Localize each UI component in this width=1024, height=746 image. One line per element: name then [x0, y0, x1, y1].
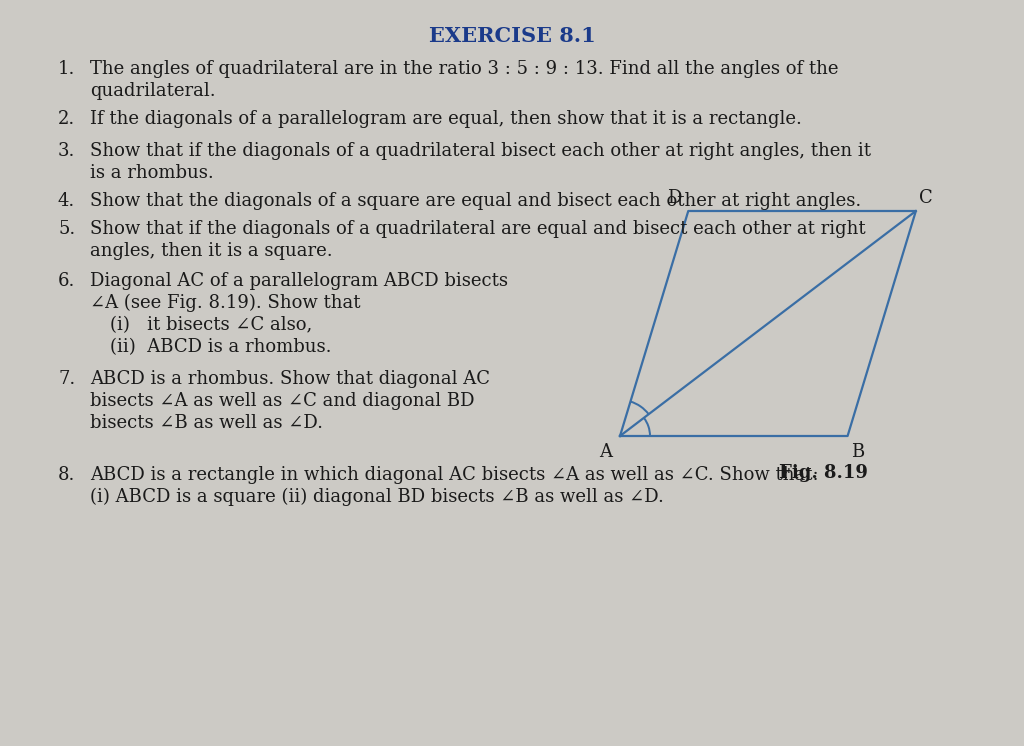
Text: C: C — [919, 189, 933, 207]
Text: A: A — [599, 443, 612, 461]
Text: quadrilateral.: quadrilateral. — [90, 82, 216, 100]
Text: (i) ABCD is a square (ii) diagonal BD bisects ∠B as well as ∠D.: (i) ABCD is a square (ii) diagonal BD bi… — [90, 488, 664, 507]
Text: (ii)  ABCD is a rhombus.: (ii) ABCD is a rhombus. — [110, 338, 332, 356]
Text: Show that if the diagonals of a quadrilateral bisect each other at right angles,: Show that if the diagonals of a quadrila… — [90, 142, 871, 160]
Text: EXERCISE 8.1: EXERCISE 8.1 — [429, 26, 595, 46]
Text: bisects ∠B as well as ∠D.: bisects ∠B as well as ∠D. — [90, 414, 323, 432]
Text: Show that the diagonals of a square are equal and bisect each other at right ang: Show that the diagonals of a square are … — [90, 192, 861, 210]
Text: bisects ∠A as well as ∠C and diagonal BD: bisects ∠A as well as ∠C and diagonal BD — [90, 392, 474, 410]
Text: ABCD is a rectangle in which diagonal AC bisects ∠A as well as ∠C. Show that:: ABCD is a rectangle in which diagonal AC… — [90, 466, 818, 484]
Text: 5.: 5. — [58, 220, 75, 238]
Text: 2.: 2. — [58, 110, 75, 128]
Text: The angles of quadrilateral are in the ratio 3 : 5 : 9 : 13. Find all the angles: The angles of quadrilateral are in the r… — [90, 60, 839, 78]
Text: B: B — [851, 443, 864, 461]
Text: 6.: 6. — [58, 272, 76, 290]
Text: ∠A (see Fig. 8.19). Show that: ∠A (see Fig. 8.19). Show that — [90, 294, 360, 313]
Text: Show that if the diagonals of a quadrilateral are equal and bisect each other at: Show that if the diagonals of a quadrila… — [90, 220, 865, 238]
Text: Diagonal AC of a parallelogram ABCD bisects: Diagonal AC of a parallelogram ABCD bise… — [90, 272, 508, 290]
Text: angles, then it is a square.: angles, then it is a square. — [90, 242, 333, 260]
Text: Fig. 8.19: Fig. 8.19 — [779, 464, 868, 482]
Text: 7.: 7. — [58, 370, 75, 388]
Text: If the diagonals of a parallelogram are equal, then show that it is a rectangle.: If the diagonals of a parallelogram are … — [90, 110, 802, 128]
Text: ABCD is a rhombus. Show that diagonal AC: ABCD is a rhombus. Show that diagonal AC — [90, 370, 490, 388]
Text: is a rhombus.: is a rhombus. — [90, 164, 214, 182]
Text: (i)   it bisects ∠C also,: (i) it bisects ∠C also, — [110, 316, 312, 334]
Text: 4.: 4. — [58, 192, 75, 210]
Text: 8.: 8. — [58, 466, 76, 484]
Text: D: D — [667, 189, 681, 207]
Text: 3.: 3. — [58, 142, 76, 160]
Text: 1.: 1. — [58, 60, 76, 78]
